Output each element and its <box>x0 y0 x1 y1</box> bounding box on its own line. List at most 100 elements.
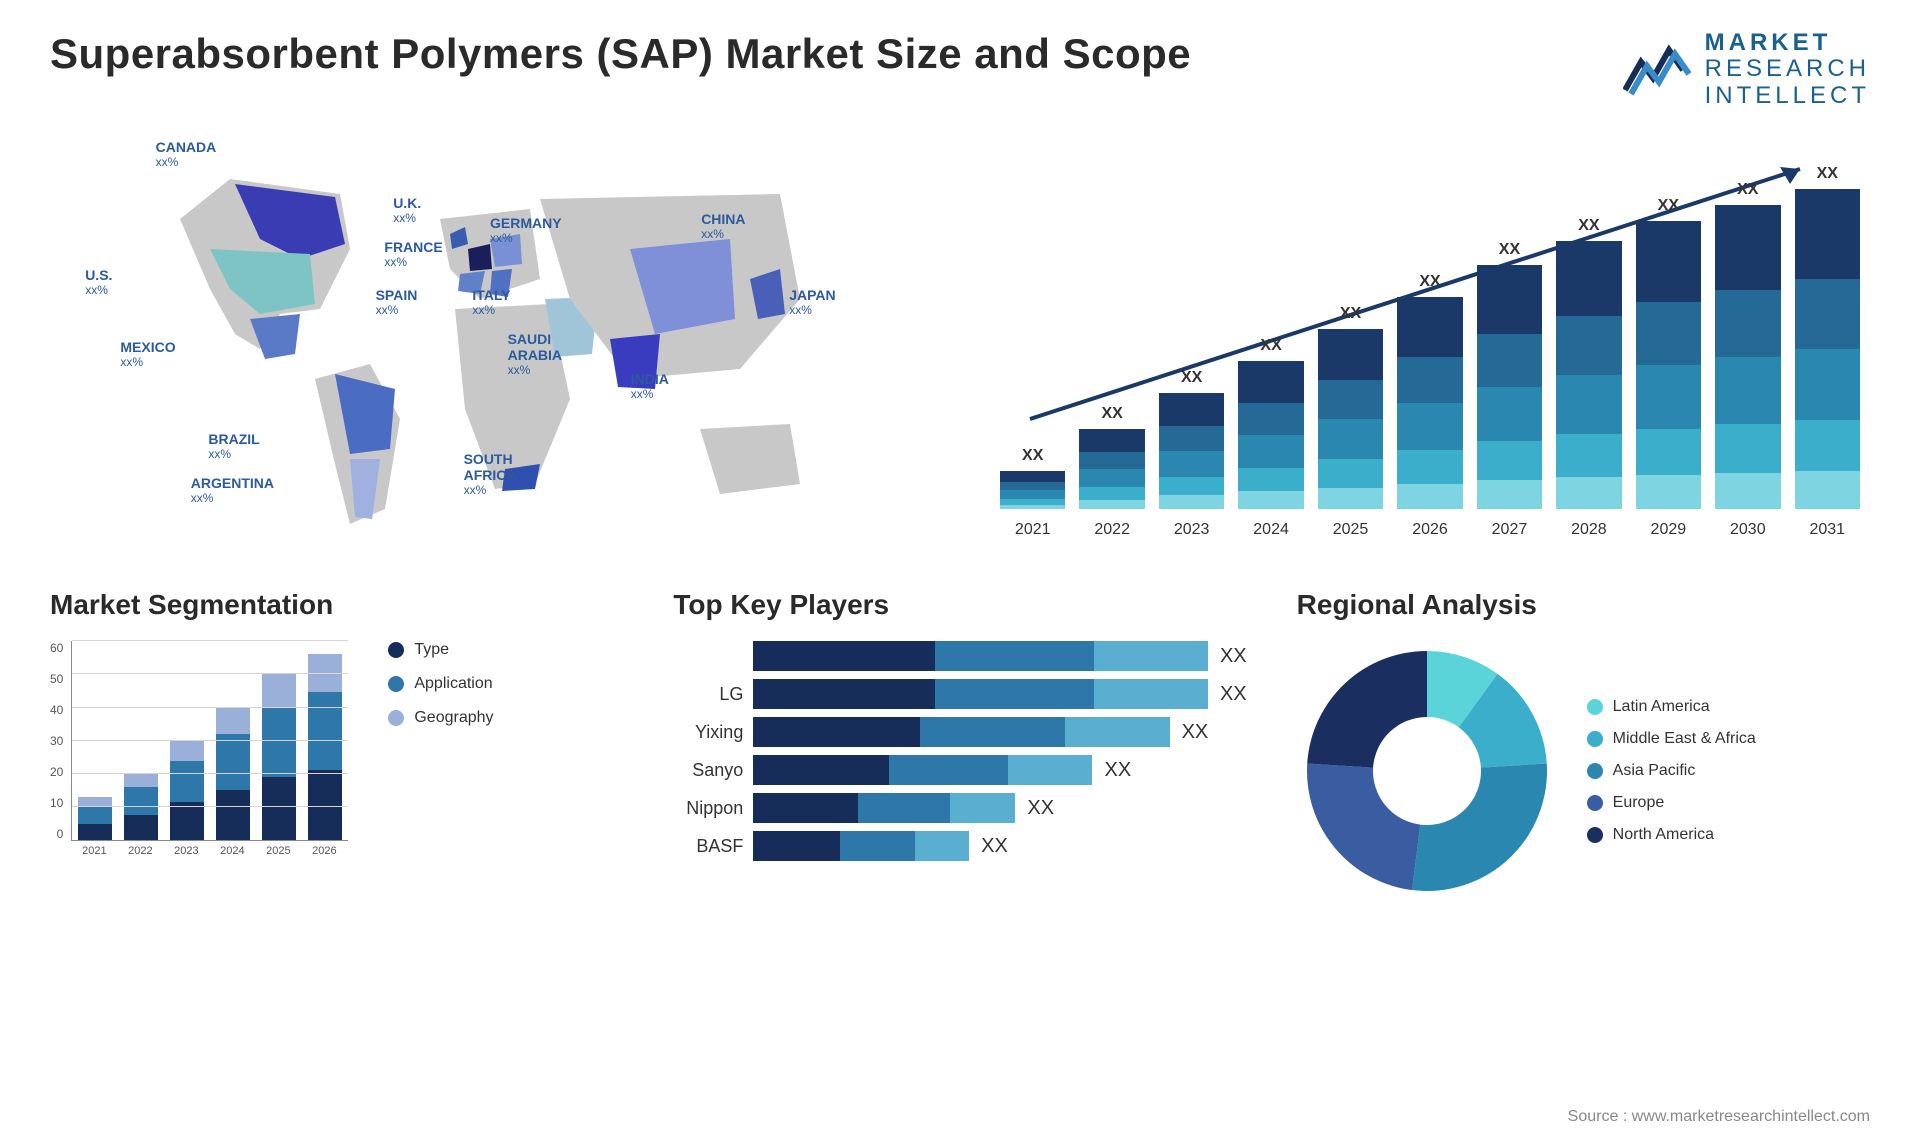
map-label: GERMANYxx% <box>490 215 562 245</box>
world-map-panel: CANADAxx%U.S.xx%MEXICOxx%BRAZILxx%ARGENT… <box>50 139 930 539</box>
seg-y-tick: 20 <box>50 765 63 779</box>
legend-label: Type <box>414 641 449 659</box>
growth-bar-segment <box>1159 426 1224 452</box>
players-bar <box>753 755 1092 785</box>
players-value: XX <box>1104 759 1131 782</box>
seg-bar-segment <box>216 734 250 790</box>
map-label: SPAINxx% <box>376 287 418 317</box>
growth-bar-label: XX <box>1658 197 1679 215</box>
growth-bar: XX <box>1397 273 1462 509</box>
players-bar-segment <box>889 755 1008 785</box>
growth-bar-segment <box>1636 475 1701 510</box>
map-label-pct: xx% <box>120 355 175 369</box>
seg-gridline <box>72 707 348 708</box>
growth-bar-label: XX <box>1260 337 1281 355</box>
growth-bar-segment <box>1397 297 1462 356</box>
legend-item: Europe <box>1587 794 1756 812</box>
segmentation-x-labels: 202120222023202420252026 <box>71 845 348 857</box>
seg-x-label: 2022 <box>123 845 157 857</box>
map-label: CANADAxx% <box>156 139 217 169</box>
source-text: Source : www.marketresearchintellect.com <box>1568 1108 1870 1126</box>
seg-bar-segment <box>78 824 112 840</box>
seg-bar-segment <box>124 787 158 815</box>
legend-item: Application <box>388 675 493 693</box>
growth-bar-segment <box>1238 435 1303 468</box>
players-bar-segment <box>753 793 858 823</box>
seg-bar-segment <box>170 741 204 761</box>
map-label: CHINAxx% <box>701 211 745 241</box>
growth-bar-segment <box>1000 482 1065 490</box>
growth-bar-label: XX <box>1817 165 1838 183</box>
map-label: ARGENTINAxx% <box>191 475 274 505</box>
seg-bar-segment <box>308 692 342 770</box>
seg-y-tick: 60 <box>50 641 63 655</box>
map-label-pct: xx% <box>191 491 274 505</box>
map-label-pct: xx% <box>490 231 562 245</box>
growth-bar-segment <box>1159 495 1224 509</box>
growth-x-label: 2031 <box>1795 521 1860 539</box>
growth-bar: XX <box>1715 181 1780 509</box>
players-bar <box>753 793 1015 823</box>
map-label-pct: xx% <box>384 255 442 269</box>
legend-item: North America <box>1587 826 1756 844</box>
growth-bar: XX <box>1636 197 1701 509</box>
growth-bar: XX <box>1795 165 1860 509</box>
regional-panel: Regional Analysis Latin AmericaMiddle Ea… <box>1297 589 1870 901</box>
map-label: SAUDIARABIAxx% <box>508 331 562 377</box>
players-label: LG <box>673 684 743 705</box>
growth-bar-label: XX <box>1340 305 1361 323</box>
growth-bar-segment <box>1318 459 1383 488</box>
growth-bar-segment <box>1477 480 1542 509</box>
regional-legend: Latin AmericaMiddle East & AfricaAsia Pa… <box>1587 698 1756 844</box>
map-label-pct: xx% <box>472 303 510 317</box>
growth-x-label: 2028 <box>1556 521 1621 539</box>
page-title: Superabsorbent Polymers (SAP) Market Siz… <box>50 30 1191 78</box>
seg-bar <box>78 797 112 840</box>
seg-bar <box>170 741 204 841</box>
growth-bar-label: XX <box>1181 369 1202 387</box>
logo-line1: MARKET <box>1705 30 1870 56</box>
growth-bar-segment <box>1397 357 1462 404</box>
players-label: Nippon <box>673 798 743 819</box>
growth-bar-label: XX <box>1419 273 1440 291</box>
growth-bar-segment <box>1715 473 1780 509</box>
seg-bar-segment <box>308 770 342 841</box>
map-label-pct: xx% <box>701 227 745 241</box>
map-label-name: U.S. <box>85 267 112 283</box>
players-bar-segment <box>935 679 1094 709</box>
growth-bar: XX <box>1000 447 1065 509</box>
seg-bar <box>262 674 296 840</box>
growth-bar: XX <box>1079 405 1144 509</box>
growth-bar-segment <box>1318 329 1383 379</box>
growth-bar-segment <box>1556 241 1621 316</box>
legend-dot-icon <box>388 642 404 658</box>
map-label-name: SAUDIARABIA <box>508 331 562 363</box>
legend-label: Asia Pacific <box>1613 762 1696 780</box>
players-bar-segment <box>858 793 950 823</box>
growth-bar-label: XX <box>1499 241 1520 259</box>
growth-bar-segment <box>1636 302 1701 365</box>
growth-bar-segment <box>1159 477 1224 496</box>
growth-bar-segment <box>1079 469 1144 487</box>
map-label: MEXICOxx% <box>120 339 175 369</box>
logo-mark-icon <box>1623 40 1693 100</box>
seg-y-tick: 0 <box>50 827 63 841</box>
map-label: JAPANxx% <box>789 287 835 317</box>
legend-item: Geography <box>388 709 493 727</box>
players-bar <box>753 831 969 861</box>
players-title: Top Key Players <box>673 589 1246 621</box>
growth-bar-segment <box>1556 316 1621 375</box>
map-label-pct: xx% <box>376 303 418 317</box>
map-label-name: MEXICO <box>120 339 175 355</box>
growth-x-label: 2024 <box>1238 521 1303 539</box>
growth-bar-segment <box>1318 380 1383 420</box>
growth-bar-segment <box>1318 488 1383 510</box>
players-value: XX <box>1027 797 1054 820</box>
seg-bar-segment <box>78 797 112 806</box>
legend-label: Middle East & Africa <box>1613 730 1756 748</box>
growth-x-label: 2023 <box>1159 521 1224 539</box>
map-label-pct: xx% <box>208 447 259 461</box>
legend-dot-icon <box>1587 763 1603 779</box>
growth-bar-segment <box>1238 491 1303 509</box>
donut-slice <box>1307 764 1420 891</box>
